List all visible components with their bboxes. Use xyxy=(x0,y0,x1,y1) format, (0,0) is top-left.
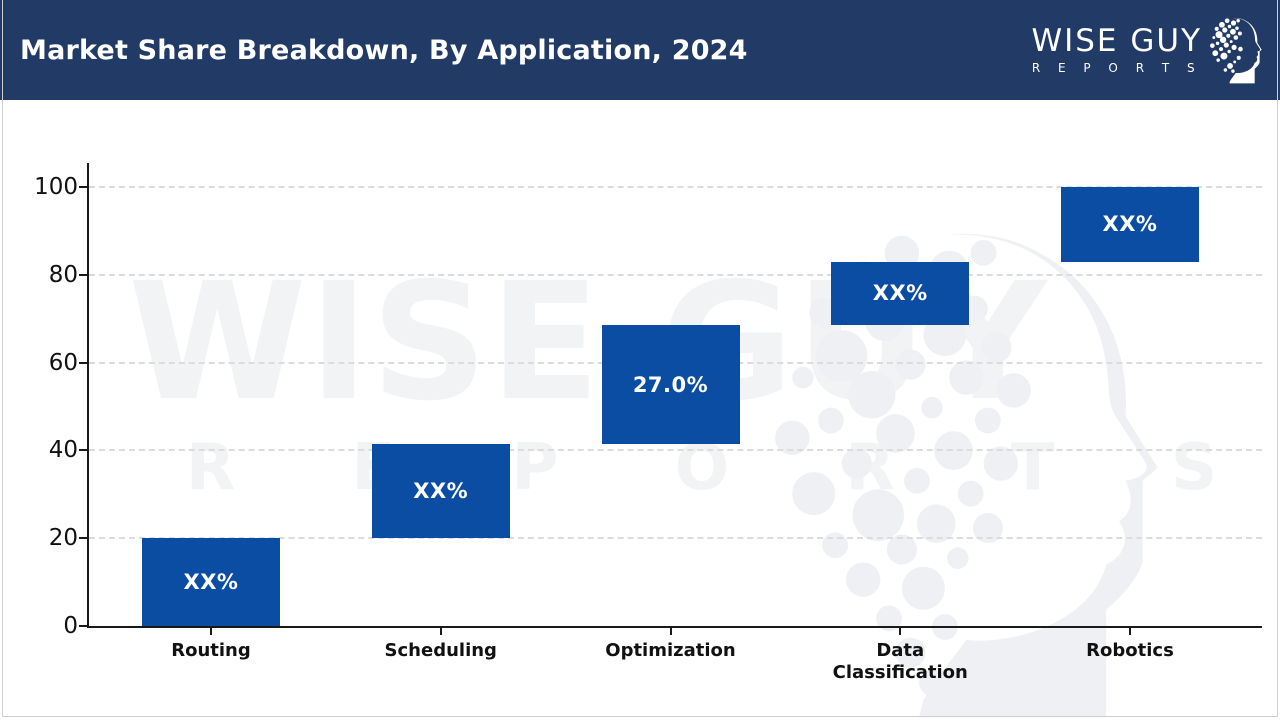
bar-robotics: XX% xyxy=(1061,187,1199,262)
y-axis-label-60: 60 xyxy=(48,349,78,376)
x-tick xyxy=(669,628,672,635)
y-tick xyxy=(79,273,87,276)
x-tick xyxy=(439,628,442,635)
brand-head-icon xyxy=(1210,18,1262,84)
category-label: Optimization xyxy=(605,640,736,661)
category-label: Data Classification xyxy=(832,640,968,683)
watermark-reports-text: R E P O R T S xyxy=(186,431,1265,505)
y-tick xyxy=(79,537,87,540)
header-bar: Market Share Breakdown, By Application, … xyxy=(0,0,1280,100)
x-tick xyxy=(1129,628,1131,635)
brand-logo-text: WISE GUY R E P O R T S xyxy=(1031,25,1202,75)
bar-value-label: XX% xyxy=(183,570,239,595)
y-tick xyxy=(79,449,87,452)
bar-value-label: XX% xyxy=(1102,212,1158,237)
category-label: Routing xyxy=(171,640,251,661)
y-axis-label-80: 80 xyxy=(48,261,78,288)
bar-value-label: XX% xyxy=(872,281,928,306)
y-tick xyxy=(79,625,87,627)
y-axis-label-0: 0 xyxy=(63,613,78,639)
bar-data-classification: XX% xyxy=(831,261,970,326)
y-tick xyxy=(79,361,87,364)
gridline-80 xyxy=(89,273,1262,276)
bar-value-label: 27.0% xyxy=(632,372,709,397)
y-tick xyxy=(79,186,87,188)
bar-value-label: XX% xyxy=(413,479,469,503)
page-title: Market Share Breakdown, By Application, … xyxy=(20,34,748,66)
bar-routing: XX% xyxy=(142,538,280,626)
bar-scheduling: XX% xyxy=(371,443,510,539)
gridline-20 xyxy=(89,537,1262,540)
y-axis-label-20: 20 xyxy=(48,525,78,552)
bar-optimization: 27.0% xyxy=(601,325,740,444)
category-label: Scheduling xyxy=(384,640,497,661)
brand-logo: WISE GUY R E P O R T S xyxy=(1031,10,1266,90)
gridline-100 xyxy=(89,186,1262,188)
y-axis-label-40: 40 xyxy=(48,437,78,464)
category-label: Robotics xyxy=(1086,640,1174,661)
brand-logo-wordmark: WISE GUY xyxy=(1031,23,1202,60)
x-tick xyxy=(899,628,902,635)
y-axis-label-100: 100 xyxy=(34,174,78,200)
brand-logo-reports: R E P O R T S xyxy=(1031,60,1202,75)
gridline-40 xyxy=(89,449,1262,452)
y-axis-line xyxy=(87,163,89,628)
x-axis-line xyxy=(87,626,1262,628)
x-tick xyxy=(210,628,212,635)
